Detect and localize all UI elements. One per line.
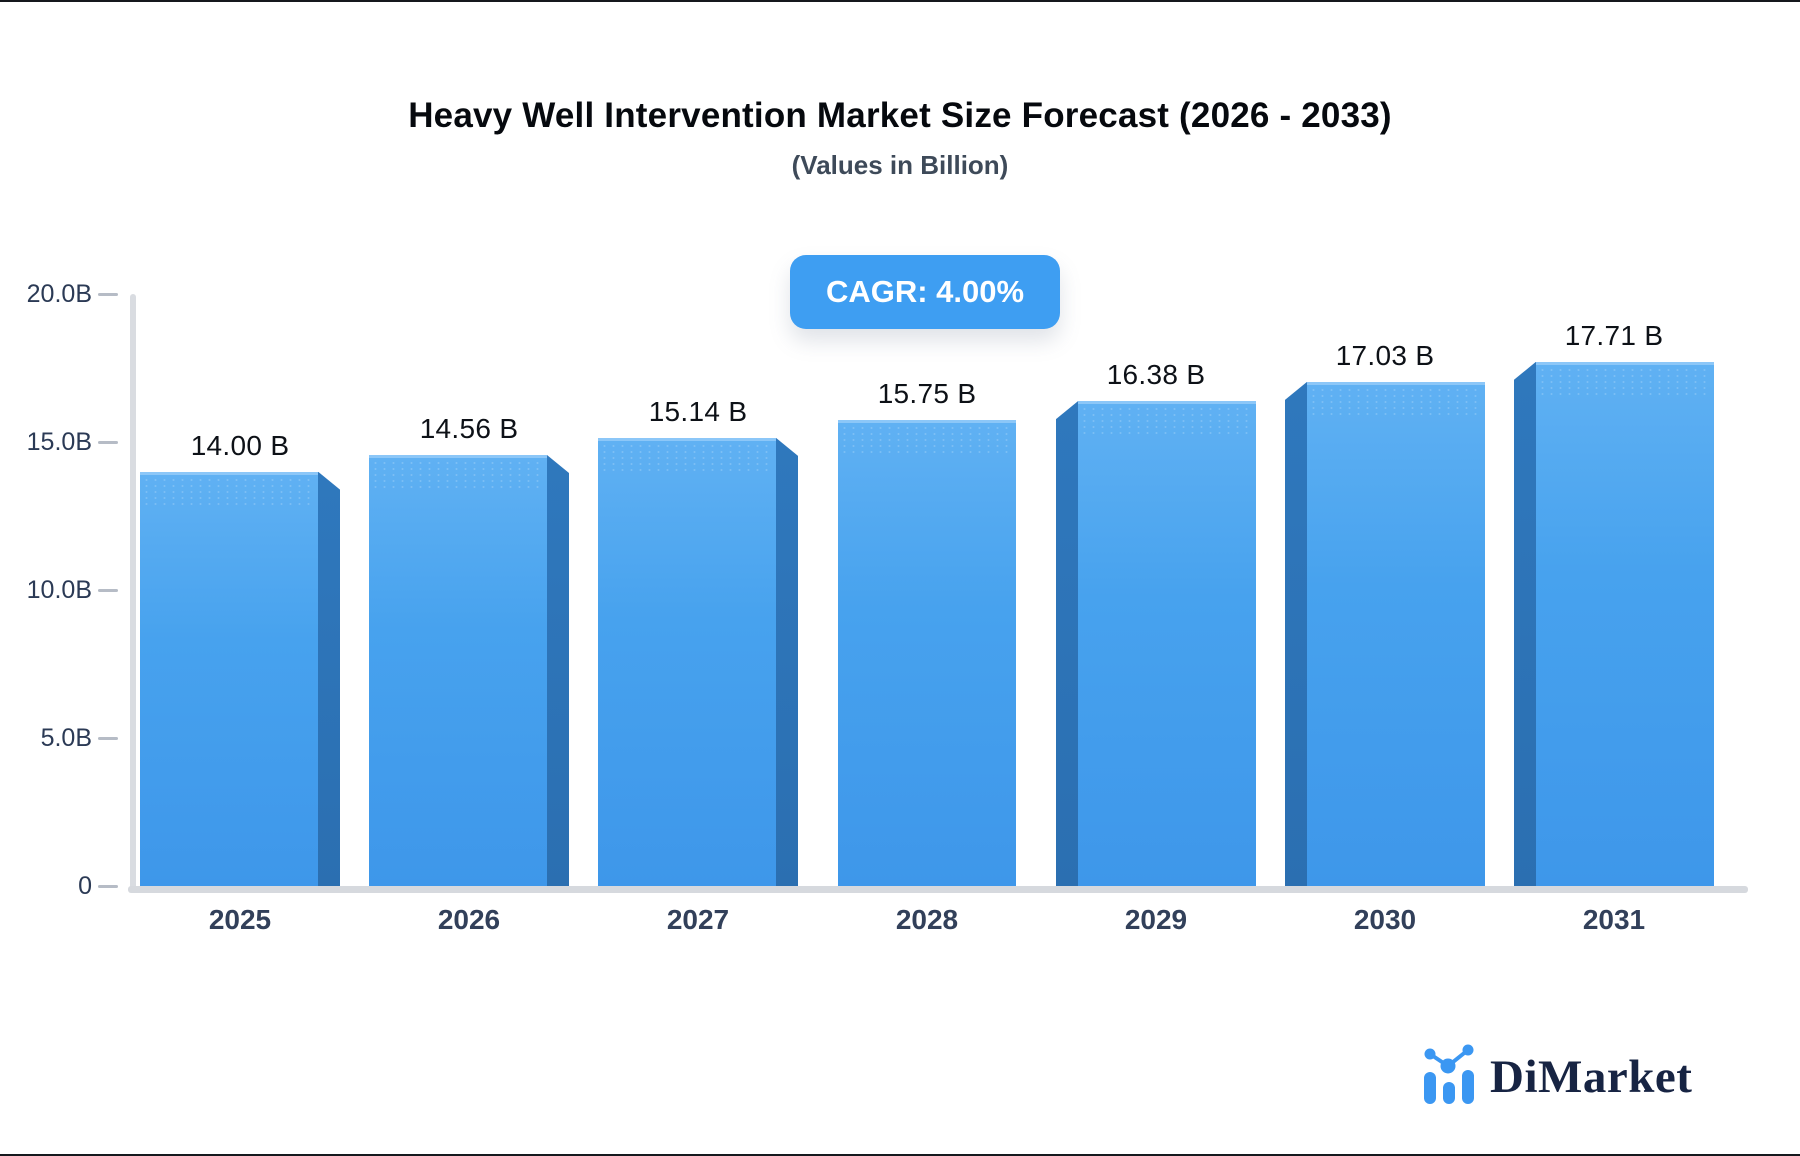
y-tick-mark — [98, 589, 118, 592]
bar-value-label: 17.03 B — [1335, 339, 1435, 371]
bar-2027 — [598, 437, 776, 886]
x-axis-label: 2031 — [1582, 904, 1646, 935]
y-tick-mark — [98, 441, 118, 444]
bar-2028 — [838, 419, 1016, 886]
bar-value-label: 16.38 B — [1106, 359, 1206, 391]
y-tick-mark — [98, 885, 118, 888]
x-axis-label: 2030 — [1353, 904, 1417, 935]
bar-top-texture — [1538, 366, 1712, 395]
bar-value-label: 14.00 B — [190, 429, 290, 461]
bar-2030 — [1307, 381, 1485, 886]
bar-top-texture — [142, 476, 316, 505]
bar-side-2029 — [1056, 401, 1078, 886]
y-tick-mark — [98, 737, 118, 740]
bar-top-texture — [1080, 406, 1254, 435]
y-tick-mark — [98, 293, 118, 296]
bar-value-label: 15.75 B — [877, 377, 977, 409]
bar-side-2025 — [318, 471, 340, 886]
bar-side-2027 — [776, 437, 798, 886]
brand-logo: DiMarket — [1418, 1042, 1692, 1111]
bar-value-label: 14.56 B — [419, 413, 519, 445]
y-tick-label: 20.0B — [26, 280, 92, 308]
bar-side-2031 — [1514, 361, 1536, 886]
y-tick-label: 10.0B — [26, 576, 92, 604]
bar-top-texture — [600, 442, 774, 471]
bar-2031 — [1536, 361, 1714, 886]
x-axis-label: 2027 — [666, 904, 730, 935]
mini-bar-chart-icon — [1418, 1042, 1480, 1111]
bar-2026 — [369, 455, 547, 886]
y-tick-label: 0 — [78, 872, 92, 900]
cagr-badge-label: CAGR: 4.00% — [825, 274, 1025, 309]
brand-name: DiMarket — [1490, 1050, 1693, 1103]
bar-side-2026 — [547, 455, 569, 886]
x-axis-label: 2026 — [437, 904, 501, 935]
x-axis-label: 2025 — [208, 904, 272, 935]
x-axis-line — [128, 886, 1748, 893]
bar-value-label: 17.71 B — [1564, 319, 1664, 351]
x-axis-label: 2029 — [1124, 904, 1188, 935]
cagr-badge: CAGR: 4.00% — [790, 255, 1060, 329]
chart-subtitle: (Values in Billion) — [791, 150, 1009, 180]
x-axis-label: 2028 — [895, 904, 959, 935]
bar-2025 — [140, 471, 318, 886]
bar-side-2030 — [1285, 381, 1307, 886]
bar-top-texture — [371, 460, 545, 489]
chart-title: Heavy Well Intervention Market Size Fore… — [408, 96, 1392, 135]
bar-top-texture — [1309, 386, 1483, 415]
bar-2029 — [1078, 401, 1256, 886]
y-axis-line — [130, 294, 136, 893]
y-tick-label: 15.0B — [26, 428, 92, 456]
bar-top-texture — [840, 424, 1014, 453]
y-tick-label: 5.0B — [40, 724, 92, 752]
bar-value-label: 15.14 B — [648, 395, 748, 427]
